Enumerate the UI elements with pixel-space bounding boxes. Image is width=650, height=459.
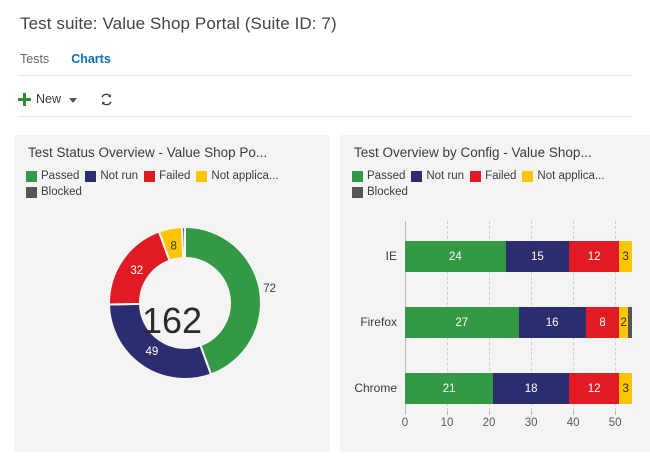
chevron-down-icon	[69, 97, 78, 103]
legend-item-failed[interactable]: Failed	[144, 170, 190, 182]
refresh-icon	[99, 92, 114, 107]
axis-tick-label: 10	[440, 417, 454, 429]
bar-segment[interactable]: 3	[619, 373, 632, 404]
bar-segment[interactable]: 21	[405, 373, 494, 404]
donut-slice[interactable]	[107, 302, 213, 380]
bar-segment[interactable]: 24	[405, 241, 506, 272]
header-divider	[18, 75, 632, 76]
legend-swatch-not-run	[411, 170, 423, 182]
axis-tick	[405, 411, 406, 415]
axis-tick	[531, 411, 533, 415]
legend-swatch-passed	[352, 170, 363, 182]
legend-overview-by-config: Passed Not run Failed Not applica... Blo…	[352, 170, 650, 198]
axis-tick	[615, 411, 617, 415]
bar-category-label: Firefox	[360, 315, 397, 329]
donut-slice-label: 72	[263, 283, 276, 295]
legend-label-not-run: Not run	[426, 170, 465, 182]
toolbar: New	[18, 84, 114, 114]
donut-chart-svg: 72 49 32 8	[107, 225, 276, 380]
bar-segment[interactable]: 8	[585, 307, 620, 338]
legend-swatch-failed	[470, 170, 482, 182]
bar-segment[interactable]	[627, 307, 632, 338]
tab-bar: Tests Charts	[18, 50, 113, 72]
legend-swatch-not-run	[85, 170, 97, 182]
chart-panel-overview-by-config[interactable]: Test Overview by Config - Value Shop... …	[340, 135, 650, 452]
bar-segment[interactable]: 12	[568, 373, 620, 404]
legend-swatch-failed	[144, 170, 156, 182]
legend-item-not-applicable[interactable]: Not applica...	[522, 170, 605, 182]
refresh-button[interactable]	[99, 92, 114, 107]
stacked-bar-chart[interactable]: 0 10 20 30 40 50 IE 24 15 12 3 Firefox 27 16 8 2 Chrome 2…	[340, 213, 650, 451]
legend-label-failed: Failed	[159, 170, 191, 182]
legend-label-failed: Failed	[485, 170, 517, 182]
bar-segment[interactable]: 3	[619, 241, 632, 272]
donut-slice-label: 32	[130, 265, 143, 277]
legend-swatch-blocked	[26, 186, 37, 198]
plus-icon	[18, 92, 31, 106]
axis-tick-label: 0	[401, 417, 409, 429]
legend-label-not-run: Not run	[100, 170, 139, 182]
toolbar-divider	[18, 116, 632, 117]
legend-item-blocked[interactable]: Blocked	[26, 186, 82, 198]
legend-item-passed[interactable]: Passed	[352, 170, 405, 182]
legend-swatch-passed	[26, 170, 37, 182]
bar-segment[interactable]: 2	[619, 307, 628, 338]
chart-title-status-overview: Test Status Overview - Value Shop Po...	[28, 145, 268, 160]
legend-swatch-blocked	[352, 186, 363, 198]
new-button[interactable]: New	[18, 92, 78, 106]
axis-tick-label: 40	[566, 417, 580, 429]
bar-segment[interactable]: 15	[505, 241, 569, 272]
chart-panel-status-overview[interactable]: Test Status Overview - Value Shop Po... …	[14, 135, 330, 452]
new-button-label: New	[36, 92, 62, 106]
donut-slice-label: 49	[146, 346, 159, 358]
bar-segment[interactable]: 16	[518, 307, 586, 338]
legend-item-not-applicable[interactable]: Not applica...	[196, 170, 279, 182]
bar-segment[interactable]: 18	[493, 373, 569, 404]
bar-category-label: Chrome	[354, 381, 397, 395]
axis-tick	[447, 411, 449, 415]
bar-category-label: IE	[385, 249, 397, 263]
legend-label-not-applicable: Not applica...	[211, 170, 279, 182]
axis-tick	[573, 411, 575, 415]
legend-status-overview: Passed Not run Failed Not applica... Blo…	[26, 170, 326, 198]
donut-slice-label: 8	[171, 241, 177, 253]
axis-tick	[489, 411, 491, 415]
axis-tick-label: 30	[524, 417, 538, 429]
legend-label-passed: Passed	[41, 170, 80, 182]
legend-item-blocked[interactable]: Blocked	[352, 186, 408, 198]
chart-title-overview-by-config: Test Overview by Config - Value Shop...	[354, 145, 592, 160]
donut-slice[interactable]	[184, 225, 262, 376]
axis-tick-label: 20	[482, 417, 496, 429]
legend-item-not-run[interactable]: Not run	[85, 170, 138, 182]
donut-chart[interactable]: 72 49 32 8 162	[14, 207, 330, 447]
legend-label-not-applicable: Not applica...	[537, 170, 605, 182]
donut-slice[interactable]	[181, 225, 186, 260]
legend-label-passed: Passed	[367, 170, 406, 182]
bar-segment[interactable]: 27	[405, 307, 519, 338]
tab-tests[interactable]: Tests	[20, 52, 50, 66]
bar-segment[interactable]: 12	[568, 241, 620, 272]
legend-item-failed[interactable]: Failed	[470, 170, 516, 182]
legend-label-blocked: Blocked	[41, 186, 82, 198]
legend-swatch-not-applicable	[522, 170, 534, 182]
legend-swatch-not-applicable	[196, 170, 208, 182]
legend-label-blocked: Blocked	[367, 186, 408, 198]
legend-item-not-run[interactable]: Not run	[411, 170, 464, 182]
tab-charts[interactable]: Charts	[71, 52, 111, 66]
axis-tick-label: 50	[608, 417, 622, 429]
legend-item-passed[interactable]: Passed	[26, 170, 79, 182]
page-title: Test suite: Value Shop Portal (Suite ID:…	[20, 14, 337, 33]
